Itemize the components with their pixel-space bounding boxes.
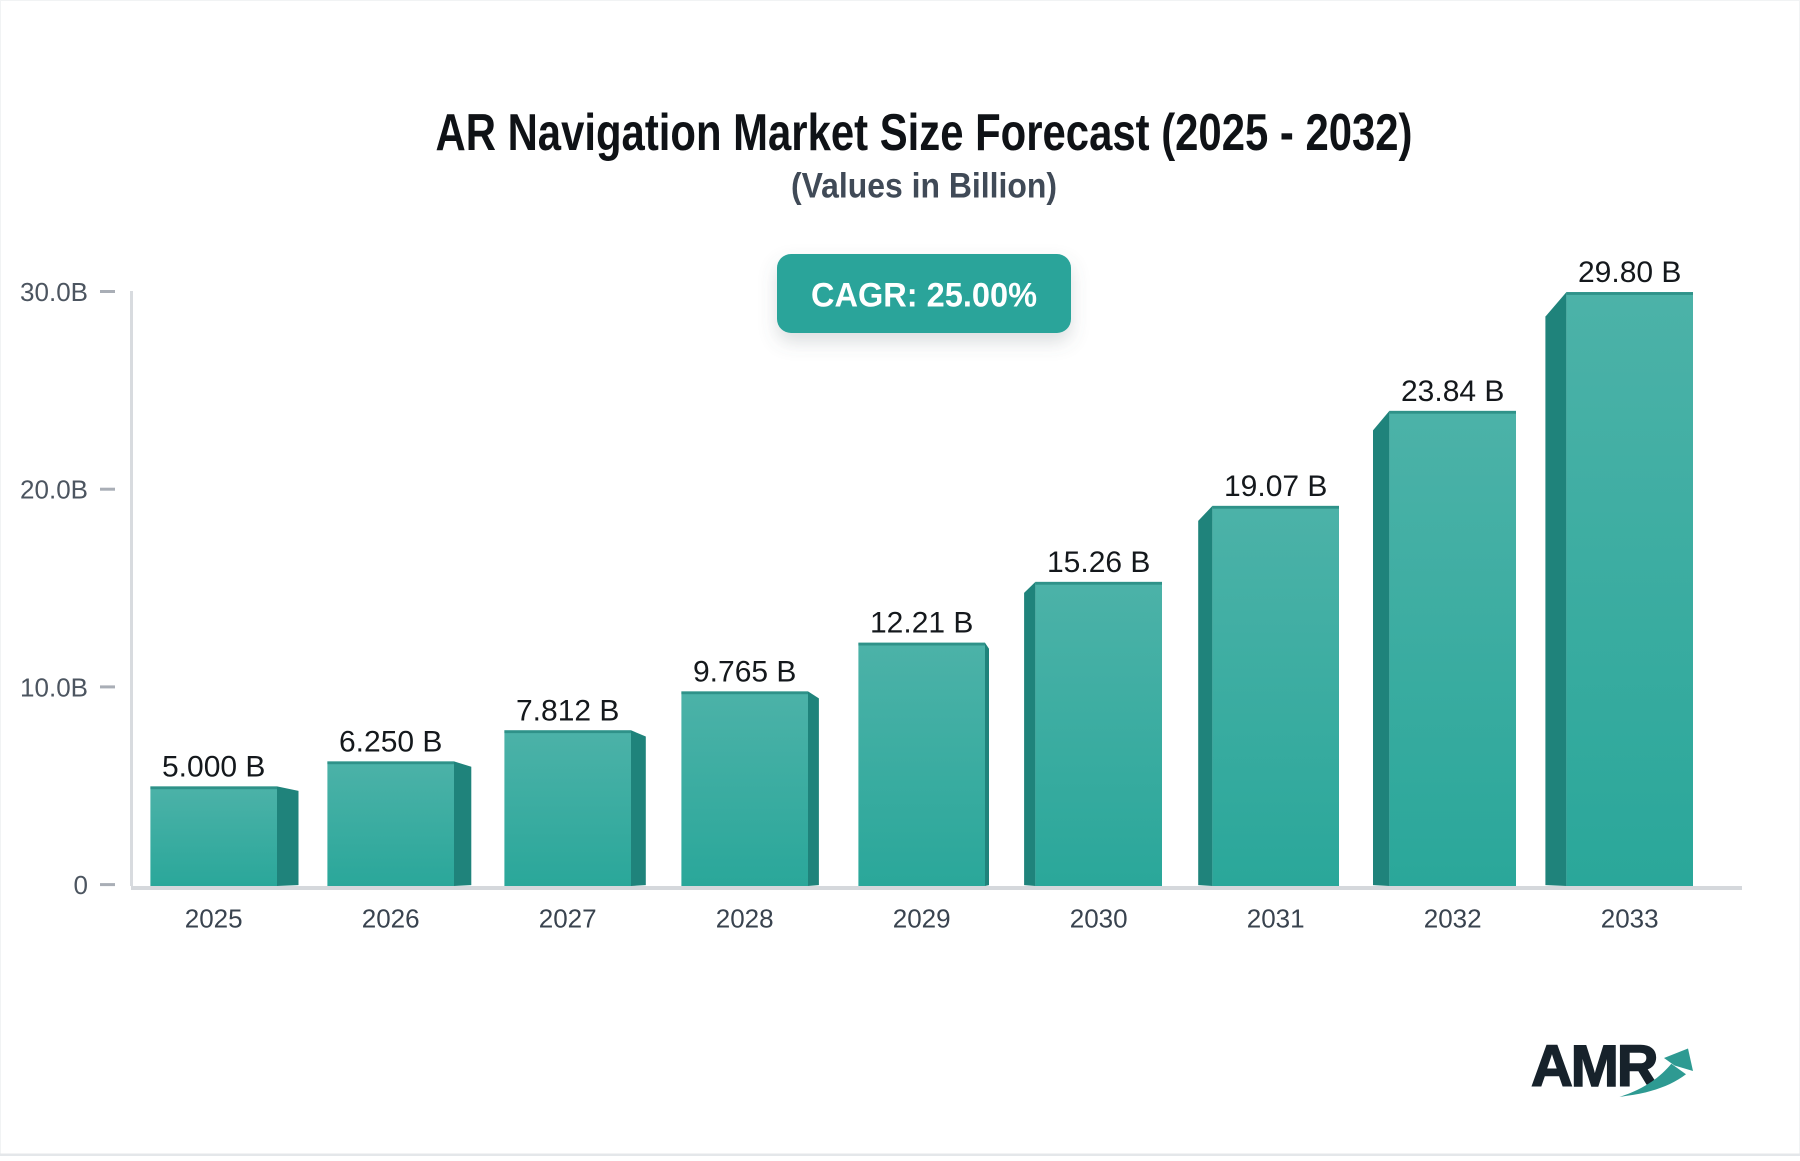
svg-text:7.812 B: 7.812 B — [516, 694, 619, 727]
svg-text:30.0B: 30.0B — [20, 277, 88, 307]
svg-text:12.21 B: 12.21 B — [870, 607, 973, 640]
svg-text:0: 0 — [74, 870, 88, 900]
svg-text:AR Navigation Market Size Fore: AR Navigation Market Size Forecast (2025… — [436, 104, 1413, 162]
svg-text:2031: 2031 — [1247, 904, 1305, 934]
svg-text:5.000 B: 5.000 B — [162, 750, 265, 783]
svg-text:2032: 2032 — [1424, 904, 1482, 934]
svg-text:2030: 2030 — [1070, 904, 1128, 934]
svg-text:19.07 B: 19.07 B — [1224, 470, 1327, 503]
svg-text:2025: 2025 — [185, 904, 243, 934]
svg-text:20.0B: 20.0B — [20, 475, 88, 505]
svg-text:2028: 2028 — [716, 904, 774, 934]
svg-text:2027: 2027 — [539, 904, 597, 934]
svg-text:9.765 B: 9.765 B — [693, 655, 796, 688]
svg-text:2026: 2026 — [362, 904, 420, 934]
svg-text:2029: 2029 — [893, 904, 951, 934]
svg-text:(Values in Billion): (Values in Billion) — [791, 167, 1057, 206]
svg-text:15.26 B: 15.26 B — [1047, 546, 1150, 579]
svg-text:6.250 B: 6.250 B — [339, 725, 442, 758]
svg-text:23.84 B: 23.84 B — [1401, 375, 1504, 408]
svg-text:2033: 2033 — [1601, 904, 1659, 934]
svg-text:CAGR: 25.00%: CAGR: 25.00% — [811, 277, 1037, 315]
svg-text:29.80 B: 29.80 B — [1578, 256, 1681, 289]
svg-text:AMR: AMR — [1531, 1034, 1658, 1099]
svg-text:10.0B: 10.0B — [20, 672, 88, 702]
